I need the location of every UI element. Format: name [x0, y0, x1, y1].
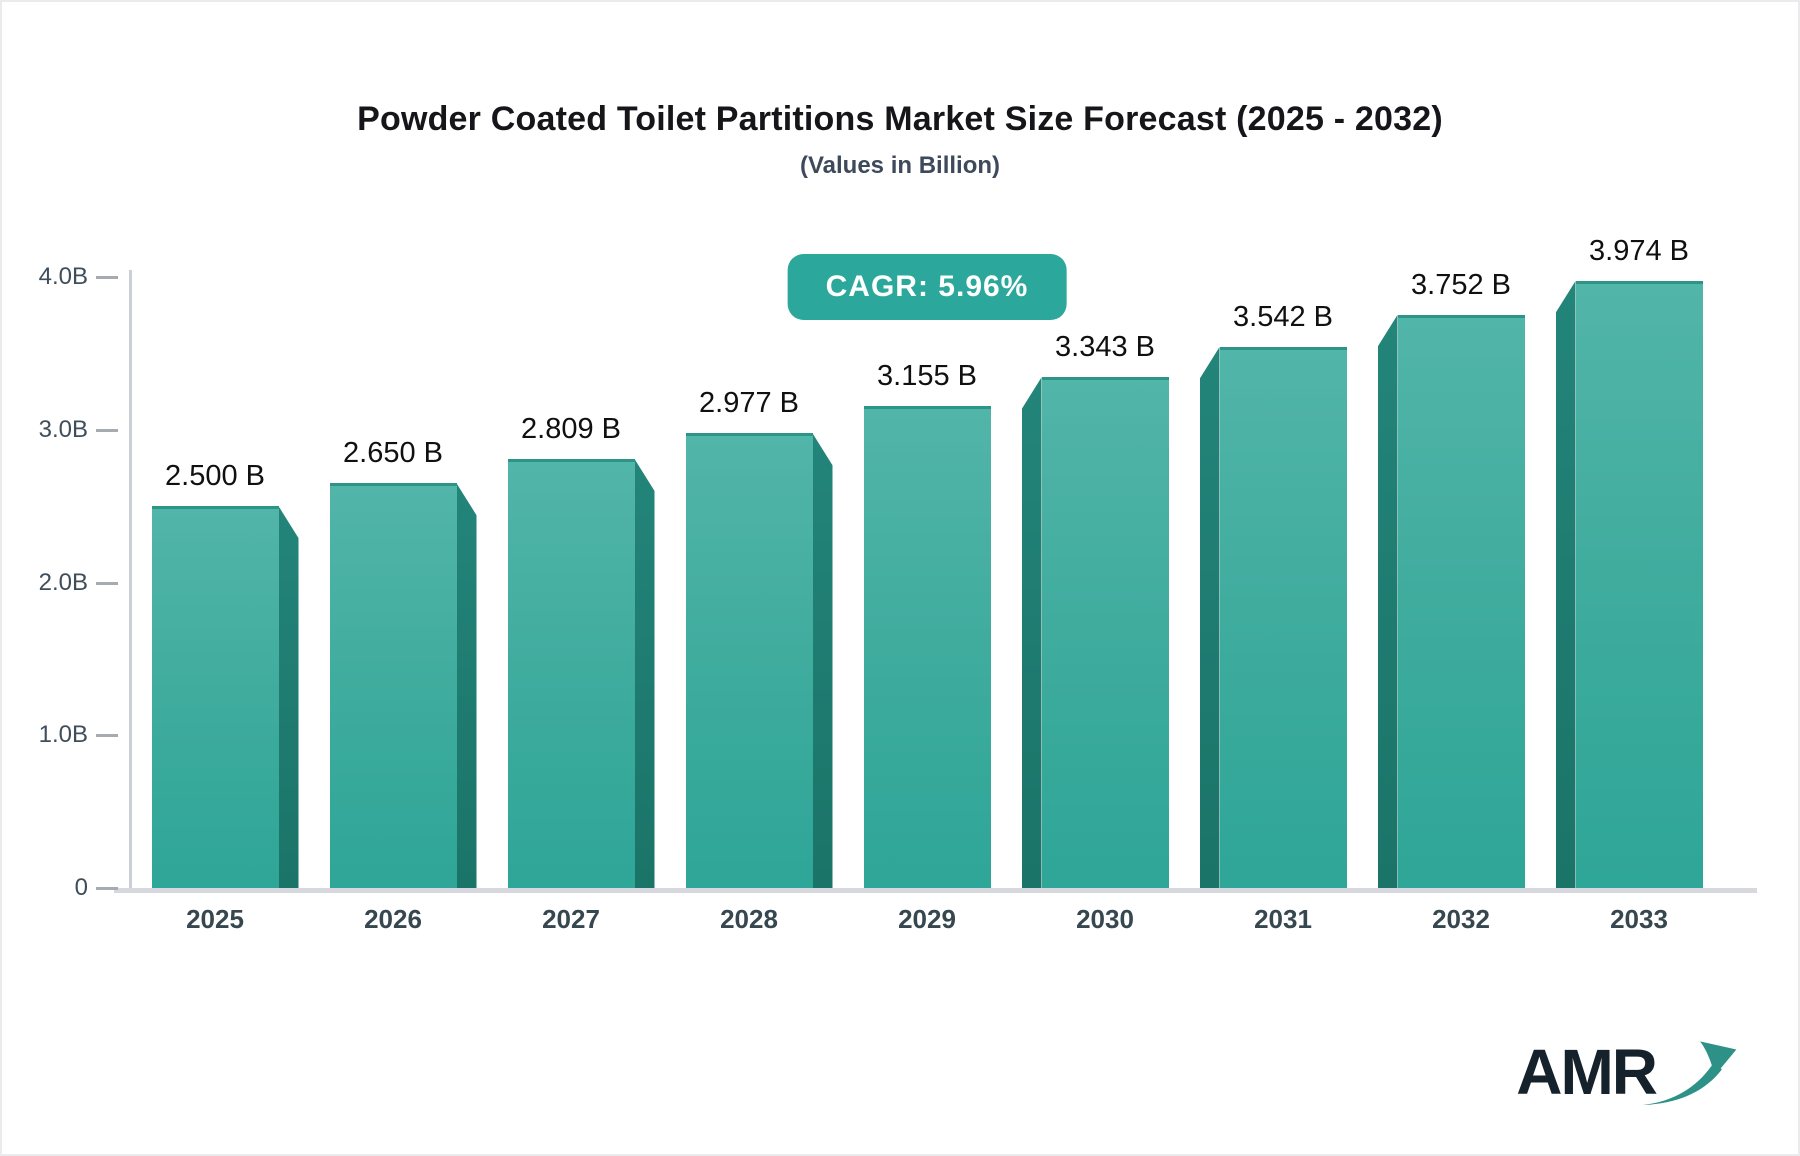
y-axis-line [129, 270, 132, 890]
x-axis-label-2028: 2028 [720, 904, 778, 934]
x-axis-label-2025: 2025 [186, 904, 244, 934]
bar-side-face-2027 [634, 458, 655, 888]
chart-subtitle: (Values in Billion) [799, 152, 1001, 179]
chart-title: Powder Coated Toilet Partitions Market S… [357, 100, 1443, 138]
bar-side-face-2028 [812, 433, 833, 888]
bar-side-face-2025 [278, 506, 299, 888]
bar-value-label-2030: 3.343 B [1055, 331, 1155, 364]
bar-value-label-2032: 3.752 B [1411, 268, 1511, 301]
x-axis-label-2030: 2030 [1076, 904, 1134, 934]
x-axis-label-2029: 2029 [898, 904, 956, 934]
bar-side-face-2026 [456, 483, 477, 888]
x-axis-label-2033: 2033 [1610, 904, 1668, 934]
bar-value-label-2033: 3.974 B [1589, 234, 1689, 267]
bar-2029 [863, 406, 991, 888]
bar-2025 [151, 506, 279, 888]
growth-arrow-icon [1642, 1041, 1737, 1105]
bar-side-face-2032 [1377, 314, 1398, 888]
x-axis-label-2032: 2032 [1432, 904, 1490, 934]
bar-2032 [1397, 314, 1525, 888]
y-axis-tick [96, 428, 118, 432]
bar-2033 [1575, 280, 1703, 888]
y-axis-tick-label: 3.0B [38, 415, 88, 443]
bar-value-label-2031: 3.542 B [1233, 300, 1333, 333]
y-axis-tick [96, 276, 118, 279]
x-axis-line [114, 888, 1757, 893]
y-axis-tick-label: 0 [74, 874, 88, 901]
y-axis-tick-label: 4.0B [38, 263, 88, 290]
bar-value-label-2029: 3.155 B [877, 360, 977, 393]
bar-2031 [1219, 346, 1347, 888]
bar-2028 [685, 433, 813, 888]
cagr-badge: CAGR: 5.96% [787, 254, 1067, 320]
y-axis-tick [96, 734, 118, 738]
amr-logo-text: AMR [1516, 1036, 1658, 1108]
bar-value-label-2025: 2.500 B [165, 460, 265, 493]
x-axis-label-2031: 2031 [1254, 904, 1312, 934]
bar-value-label-2026: 2.650 B [343, 437, 443, 470]
bar-2030 [1041, 377, 1169, 888]
x-axis-label-2027: 2027 [542, 904, 600, 934]
bar-2027 [507, 458, 635, 888]
amr-logo: AMR [1516, 1040, 1740, 1114]
bar-value-label-2028: 2.977 B [699, 387, 799, 420]
y-axis-tick-label: 2.0B [38, 568, 88, 596]
bar-value-label-2027: 2.809 B [521, 412, 621, 445]
bar-2026 [329, 483, 457, 888]
bar-side-face-2033 [1555, 280, 1576, 888]
x-axis-label-2026: 2026 [364, 904, 422, 934]
y-axis-tick [96, 887, 118, 890]
bar-side-face-2030 [1021, 377, 1042, 888]
y-axis-tick-label: 1.0B [38, 721, 88, 749]
bar-side-face-2031 [1199, 346, 1220, 888]
y-axis-tick [96, 581, 118, 585]
